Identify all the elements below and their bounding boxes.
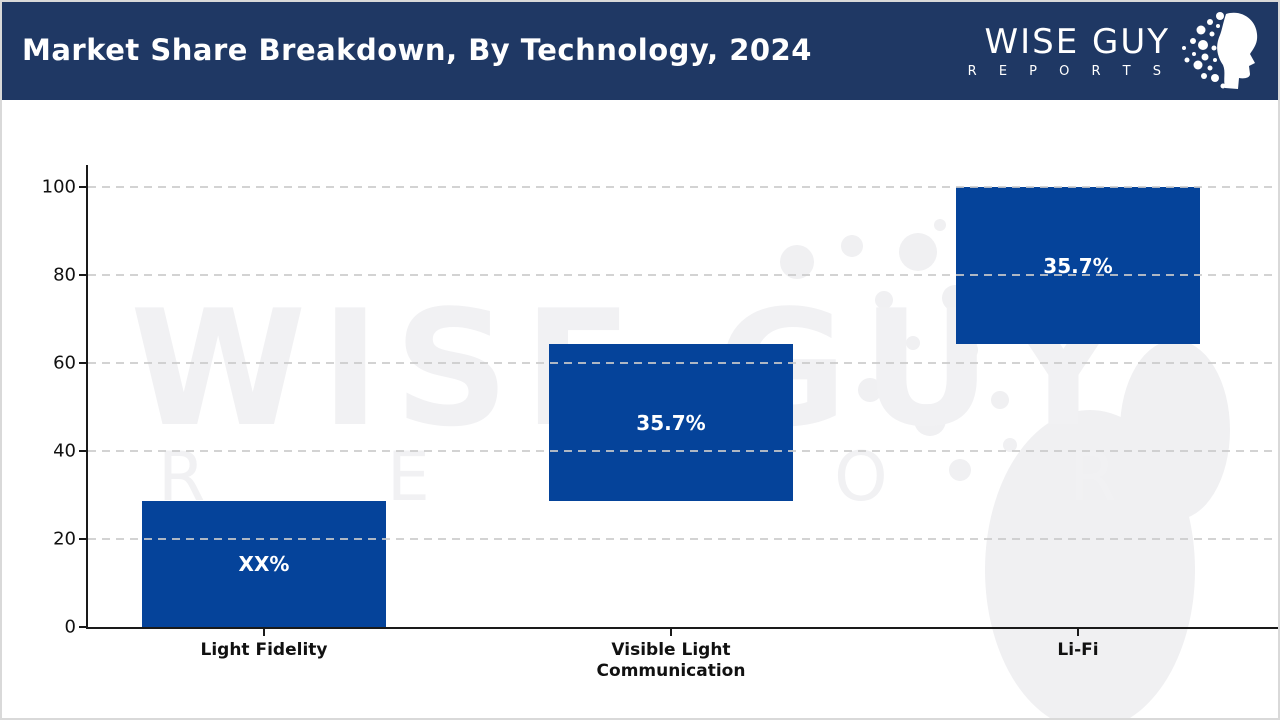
y-tick-mark-0: [79, 626, 87, 628]
x-tick-mark-3: [1077, 629, 1079, 636]
dotted-head-profile-icon: [1182, 12, 1258, 90]
gridline-40: [88, 450, 1278, 452]
x-axis-line: [86, 627, 1278, 629]
bar-2: [549, 344, 793, 502]
y-axis-line: [86, 165, 88, 629]
y-tick-label-20: 20: [53, 528, 76, 550]
gridline-20: [88, 538, 1278, 540]
gridline-80: [88, 274, 1278, 276]
bar-1: [142, 501, 386, 627]
y-tick-mark-80: [79, 274, 87, 276]
bar-value-label-1: XX%: [238, 552, 290, 577]
x-tick-mark-2: [670, 629, 672, 636]
logo-wordmark: WISE GUY: [984, 22, 1170, 62]
logo-text: WISE GUY R E P O R T S: [968, 22, 1170, 79]
y-tick-mark-20: [79, 538, 87, 540]
chart-title: Market Share Breakdown, By Technology, 2…: [22, 33, 812, 67]
logo-subtitle: R E P O R T S: [967, 64, 1170, 79]
y-tick-mark-40: [79, 450, 87, 452]
y-tick-label-80: 80: [53, 264, 76, 286]
y-tick-mark-100: [79, 186, 87, 188]
y-tick-mark-60: [79, 362, 87, 364]
x-category-label-3: Li-Fi: [1057, 640, 1099, 660]
gridline-60: [88, 362, 1278, 364]
bar-3: [956, 187, 1200, 345]
y-tick-label-60: 60: [53, 352, 76, 374]
bar-value-label-2: 35.7%: [636, 410, 706, 435]
header-bar: Market Share Breakdown, By Technology, 2…: [0, 0, 1280, 100]
y-tick-label-0: 0: [64, 616, 76, 638]
x-category-label-2: Visible Light Communication: [596, 640, 746, 682]
y-tick-label-40: 40: [53, 440, 76, 462]
x-category-label-1: Light Fidelity: [200, 640, 328, 660]
wise-guy-logo: WISE GUY R E P O R T S: [968, 8, 1262, 94]
gridline-100: [88, 186, 1278, 188]
y-tick-label-100: 100: [41, 176, 76, 198]
bar-value-label-3: 35.7%: [1043, 253, 1113, 278]
x-tick-mark-1: [263, 629, 265, 636]
